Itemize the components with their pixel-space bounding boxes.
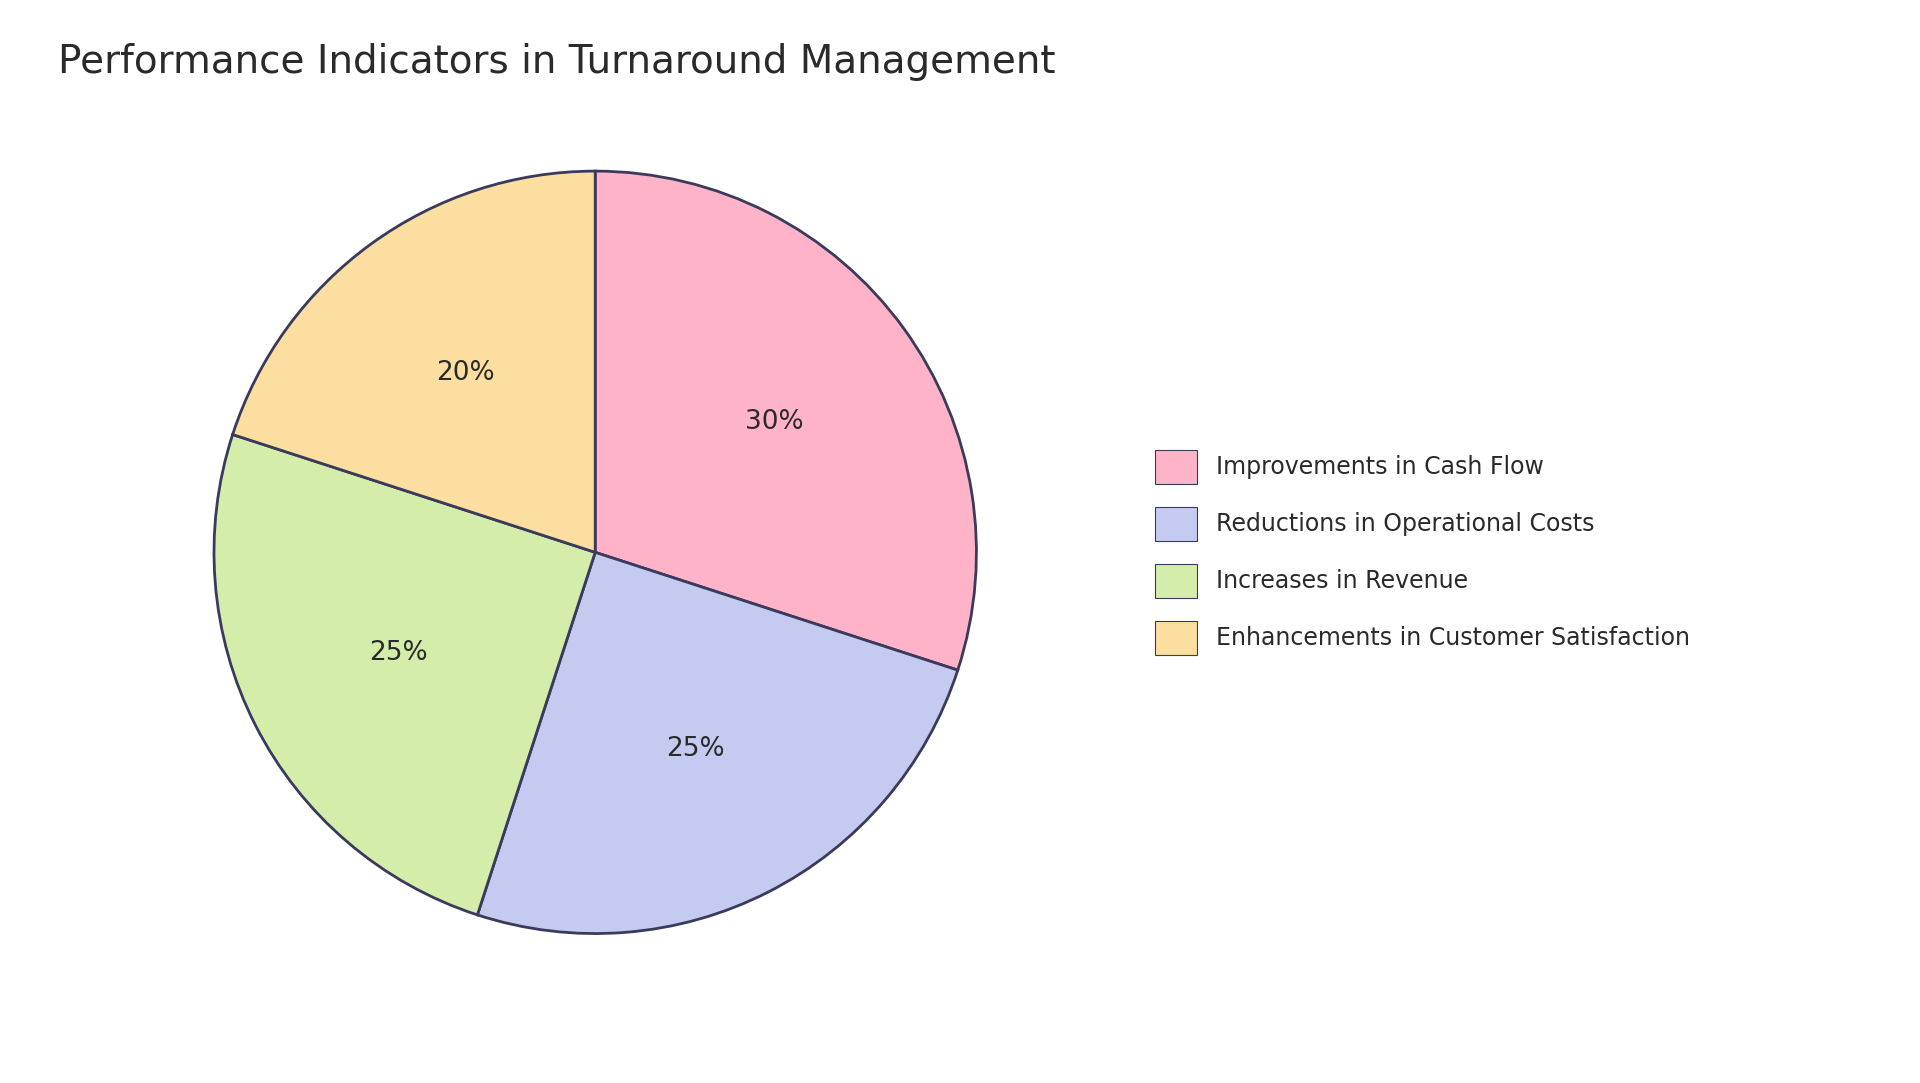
Text: Performance Indicators in Turnaround Management: Performance Indicators in Turnaround Man… bbox=[58, 43, 1056, 81]
Text: 30%: 30% bbox=[745, 409, 803, 435]
Wedge shape bbox=[478, 552, 958, 934]
Text: 25%: 25% bbox=[666, 736, 726, 762]
Wedge shape bbox=[595, 171, 977, 670]
Legend: Improvements in Cash Flow, Reductions in Operational Costs, Increases in Revenue: Improvements in Cash Flow, Reductions in… bbox=[1131, 427, 1715, 678]
Text: 20%: 20% bbox=[436, 361, 495, 387]
Wedge shape bbox=[213, 434, 595, 915]
Text: 25%: 25% bbox=[369, 640, 428, 666]
Wedge shape bbox=[232, 171, 595, 552]
